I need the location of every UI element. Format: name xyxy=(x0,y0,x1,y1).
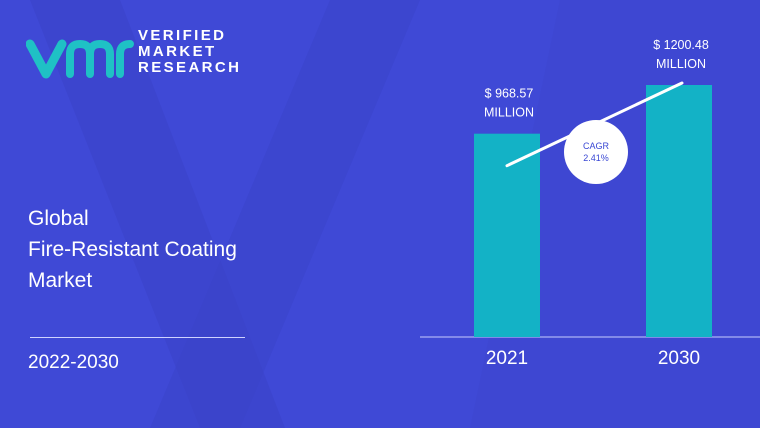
bar-2021 xyxy=(474,133,540,337)
report-title: Global Fire-Resistant Coating Market xyxy=(28,203,237,296)
report-title-line-1: Global xyxy=(28,207,89,230)
value-label-amount-2030: $ 1200.48 xyxy=(653,38,709,52)
report-period: 2022-2030 xyxy=(28,352,119,373)
value-label-unit-2030: MILLION xyxy=(656,57,706,71)
x-tick-label-2030: 2030 xyxy=(658,348,700,369)
brand-name: VERIFIED MARKET RESEARCH xyxy=(138,28,241,76)
value-label-unit-2021: MILLION xyxy=(484,106,534,120)
brand-line-verified: VERIFIED xyxy=(138,27,227,44)
cagr-label: CAGR xyxy=(583,141,610,151)
divider-line xyxy=(30,337,245,338)
value-label-amount-2021: $ 968.57 xyxy=(485,87,534,101)
x-tick-label-2021: 2021 xyxy=(486,348,528,369)
bar-2030 xyxy=(646,85,712,337)
vmr-logo-icon xyxy=(26,39,134,79)
cagr-circle xyxy=(564,120,628,184)
report-title-line-3: Market xyxy=(28,269,93,292)
brand-line-research: RESEARCH xyxy=(138,59,242,76)
cagr-value: 2.41% xyxy=(583,153,609,163)
report-title-line-2: Fire-Resistant Coating xyxy=(28,238,237,261)
brand-line-market: MARKET xyxy=(138,43,217,60)
